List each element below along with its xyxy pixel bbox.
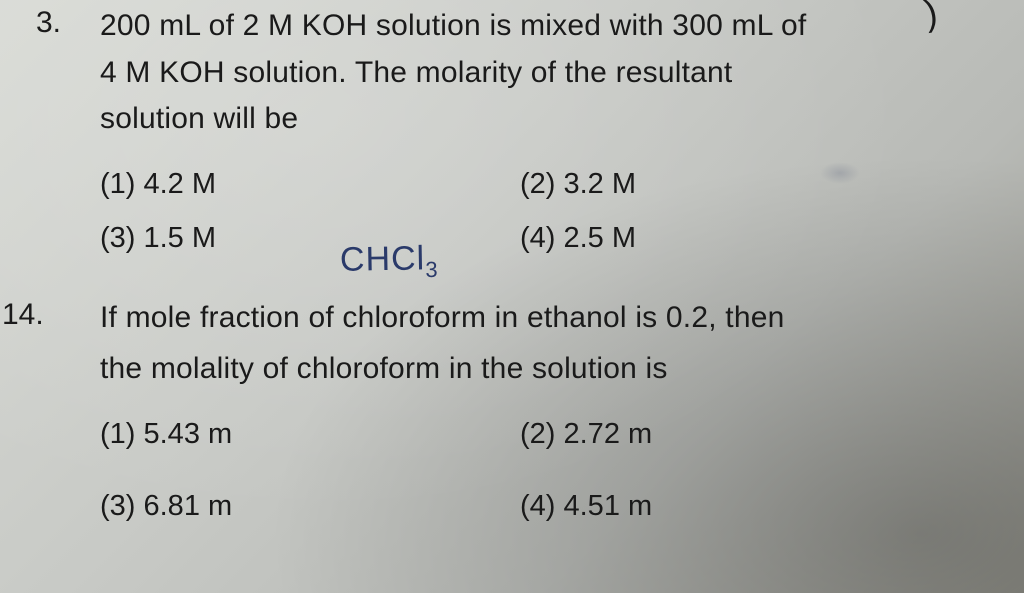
handwriting-subscript: 3 xyxy=(425,257,439,282)
q3-option-4: (4) 2.5 M xyxy=(520,222,636,255)
q14-line1: If mole fraction of chloroform in ethano… xyxy=(100,298,980,339)
ink-smudge xyxy=(820,162,860,184)
handwriting-text: CHCl xyxy=(340,239,426,278)
q3-line3: solution will be xyxy=(100,99,980,140)
q3-option-1: (1) 4.2 M xyxy=(100,168,216,201)
q14-option-2: (2) 2.72 m xyxy=(520,418,652,451)
q14-option-4: (4) 4.51 m xyxy=(520,490,652,523)
q3-option-3: (3) 1.5 M xyxy=(100,222,216,255)
q3-text: 200 mL of 2 M KOH solution is mixed with… xyxy=(100,6,980,140)
q14-option-3: (3) 6.81 m xyxy=(100,490,232,523)
q3-number: 3. xyxy=(36,6,61,40)
q3-option-2: (2) 3.2 M xyxy=(520,168,636,201)
handwritten-annotation: CHCl3 xyxy=(340,239,439,285)
q14-number: 14. xyxy=(2,298,44,332)
q14-text: If mole fraction of chloroform in ethano… xyxy=(100,298,980,389)
q3-line2: 4 M KOH solution. The molarity of the re… xyxy=(100,53,980,94)
q14-line2: the molality of chloroform in the soluti… xyxy=(100,349,980,390)
q3-line1: 200 mL of 2 M KOH solution is mixed with… xyxy=(100,6,980,47)
q14-option-1: (1) 5.43 m xyxy=(100,418,232,451)
